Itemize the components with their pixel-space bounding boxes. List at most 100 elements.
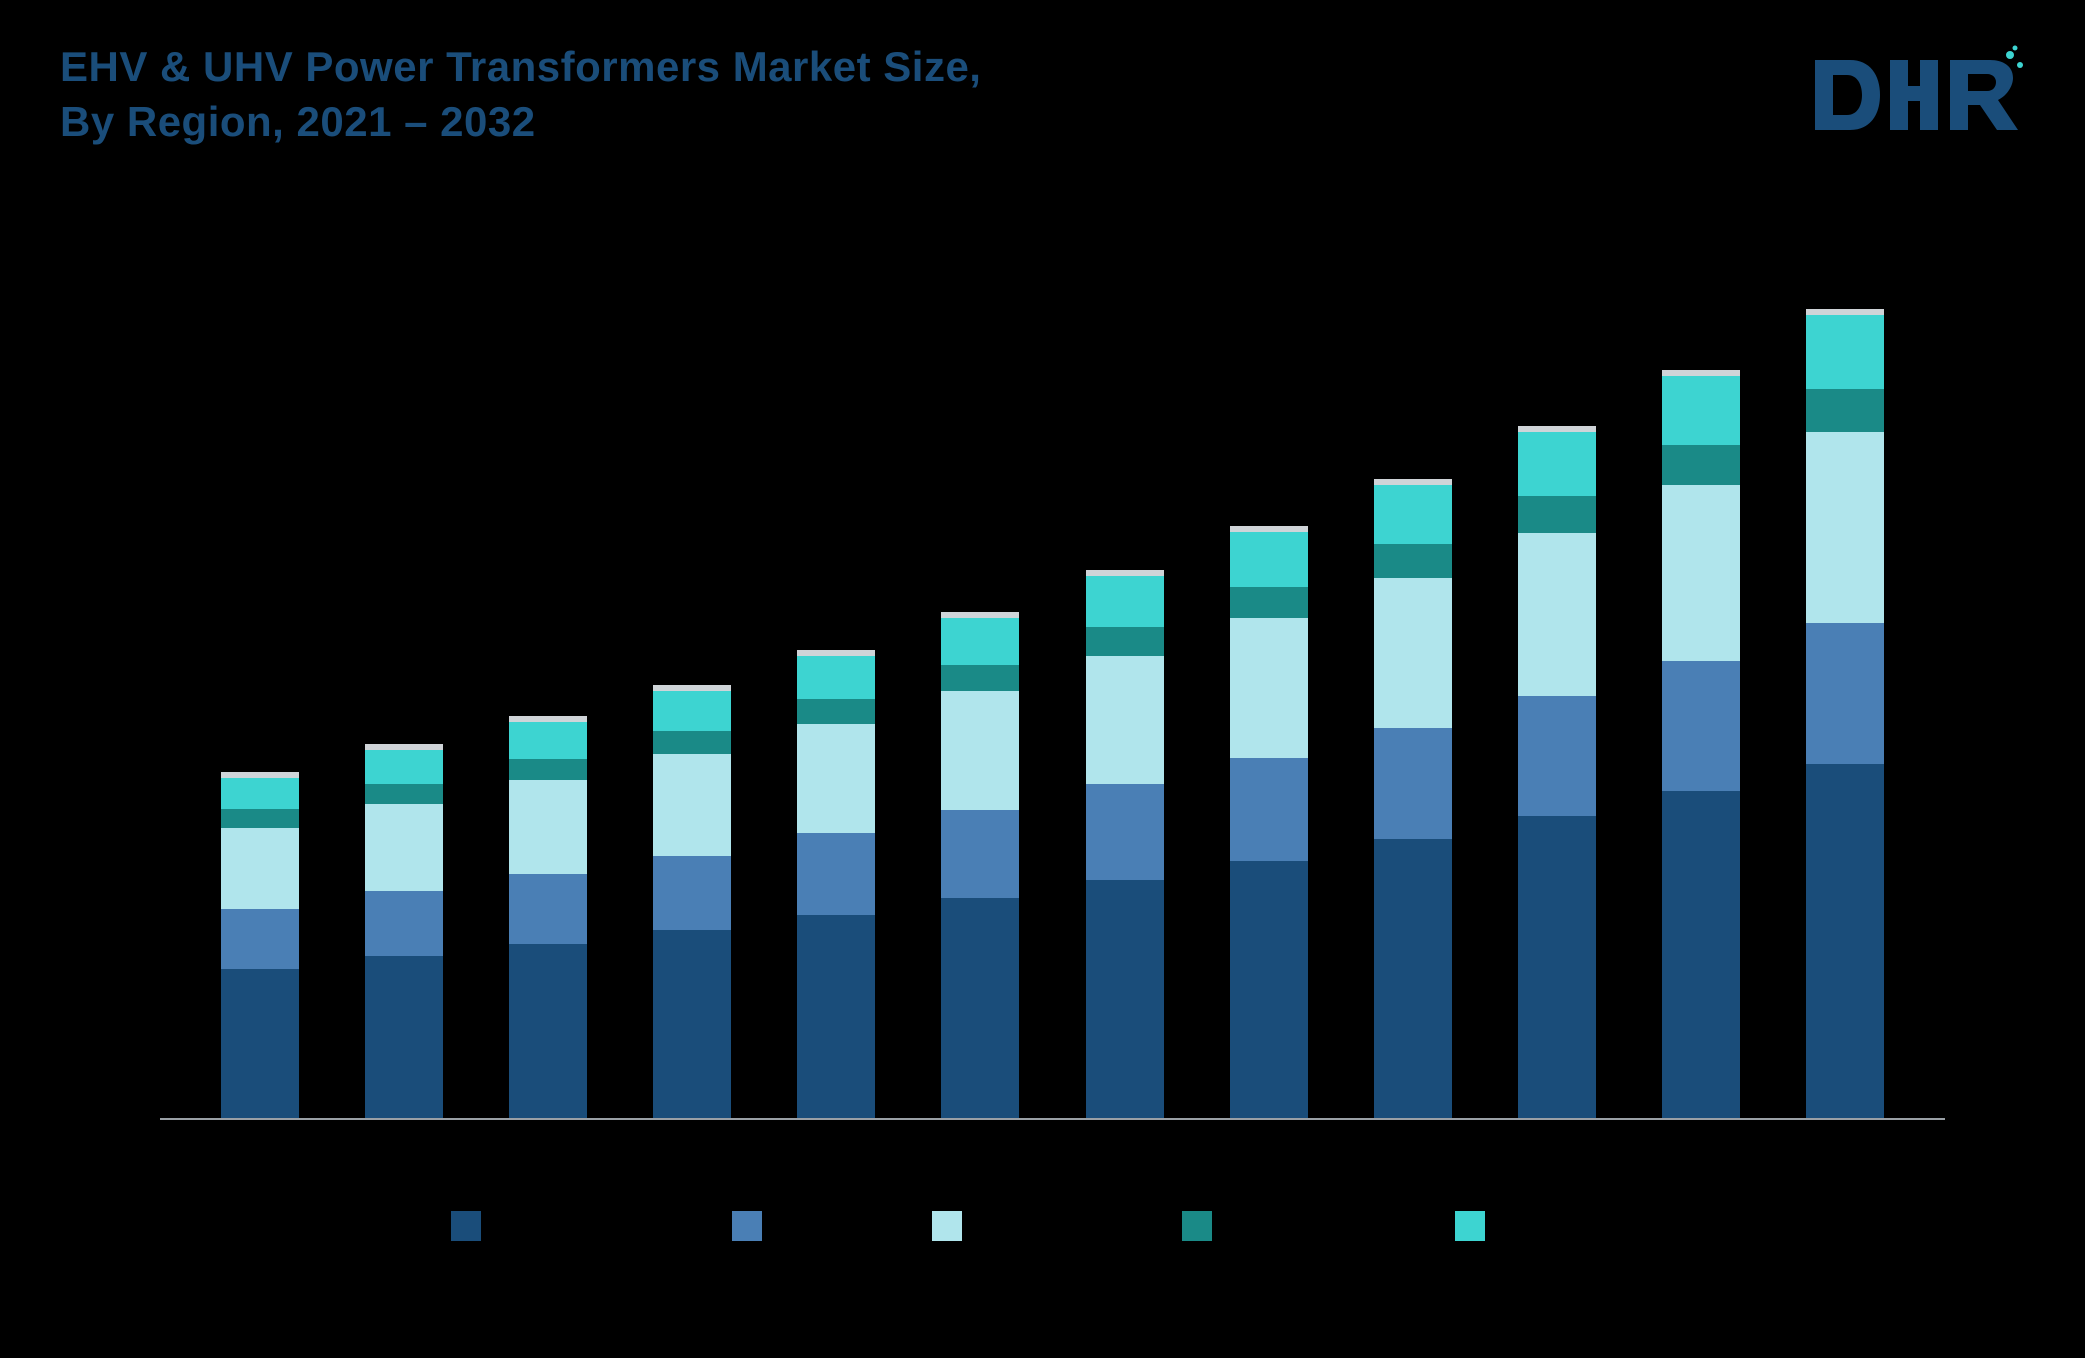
logo-icon xyxy=(1805,40,2025,150)
segment-asia_pacific xyxy=(1518,533,1596,696)
segment-mea xyxy=(653,691,731,731)
segment-latin_america xyxy=(1086,627,1164,656)
segment-latin_america xyxy=(221,809,299,827)
segment-latin_america xyxy=(797,699,875,724)
chart-title: EHV & UHV Power Transformers Market Size… xyxy=(60,40,981,149)
segment-asia_pacific xyxy=(509,780,587,874)
segment-latin_america xyxy=(1662,445,1740,485)
segment-europe xyxy=(365,891,443,956)
bar-2029 xyxy=(1374,479,1452,1118)
bar-group-2028 xyxy=(1209,526,1328,1118)
segment-asia_pacific xyxy=(365,804,443,891)
bar-group-2021 xyxy=(200,772,319,1118)
segment-europe xyxy=(1374,728,1452,839)
legend-item-north-america: North America xyxy=(451,1210,662,1241)
segment-mea xyxy=(941,618,1019,664)
segment-latin_america xyxy=(1806,389,1884,432)
segment-asia_pacific xyxy=(1086,656,1164,785)
bar-2025 xyxy=(797,650,875,1118)
legend-item-latin-america: Latin America xyxy=(1182,1210,1386,1241)
legend-label: Europe xyxy=(778,1210,862,1241)
header: EHV & UHV Power Transformers Market Size… xyxy=(60,40,2025,150)
x-label-2024: 2024 xyxy=(632,1142,751,1170)
segment-latin_america xyxy=(941,665,1019,692)
bars-container xyxy=(160,290,1945,1120)
segment-mea xyxy=(1662,376,1740,445)
x-label-2026: 2026 xyxy=(921,1142,1040,1170)
legend-label: Middle East & Africa xyxy=(1501,1210,1734,1241)
x-label-2023: 2023 xyxy=(488,1142,607,1170)
x-label-2031: 2031 xyxy=(1641,1142,1760,1170)
bar-group-2032 xyxy=(1786,309,1905,1118)
legend-swatch xyxy=(451,1211,481,1241)
segment-latin_america xyxy=(1230,587,1308,619)
segment-europe xyxy=(1518,696,1596,816)
segment-asia_pacific xyxy=(941,691,1019,810)
x-axis-labels: 2021202220232024202520262027202820292030… xyxy=(160,1142,1945,1170)
bar-group-2025 xyxy=(777,650,896,1118)
bar-group-2029 xyxy=(1353,479,1472,1118)
segment-north_america xyxy=(1374,839,1452,1118)
segment-mea xyxy=(1374,485,1452,544)
bar-2028 xyxy=(1230,526,1308,1118)
segment-asia_pacific xyxy=(1806,432,1884,623)
segment-north_america xyxy=(1662,791,1740,1118)
segment-europe xyxy=(221,909,299,969)
title-line-2: By Region, 2021 – 2032 xyxy=(60,95,981,150)
segment-mea xyxy=(509,722,587,759)
legend-item-middle-east-africa: Middle East & Africa xyxy=(1455,1210,1734,1241)
segment-asia_pacific xyxy=(653,754,731,855)
segment-latin_america xyxy=(653,731,731,754)
source-attribution: Source: Secondary Research, Primary Rese… xyxy=(1408,1302,2025,1328)
segment-latin_america xyxy=(1518,496,1596,533)
segment-mea xyxy=(1518,432,1596,496)
bar-group-2026 xyxy=(921,612,1040,1118)
segment-europe xyxy=(941,810,1019,898)
bar-group-2027 xyxy=(1065,570,1184,1118)
legend-label: North America xyxy=(497,1210,662,1241)
segment-latin_america xyxy=(509,759,587,781)
segment-north_america xyxy=(653,930,731,1118)
bar-group-2024 xyxy=(632,685,751,1118)
segment-asia_pacific xyxy=(1662,485,1740,661)
segment-asia_pacific xyxy=(1374,578,1452,728)
segment-europe xyxy=(1806,623,1884,764)
segment-mea xyxy=(1806,315,1884,390)
x-label-2032: 2032 xyxy=(1786,1142,1905,1170)
segment-europe xyxy=(1662,661,1740,791)
bar-2021 xyxy=(221,772,299,1118)
segment-europe xyxy=(1086,784,1164,879)
segment-europe xyxy=(1230,758,1308,861)
legend-swatch xyxy=(1455,1211,1485,1241)
title-line-1: EHV & UHV Power Transformers Market Size… xyxy=(60,40,981,95)
segment-north_america xyxy=(365,956,443,1118)
legend-swatch xyxy=(732,1211,762,1241)
segment-mea xyxy=(1230,532,1308,587)
segment-north_america xyxy=(1230,861,1308,1118)
x-label-2028: 2028 xyxy=(1209,1142,1328,1170)
legend-item-asia-pacific: Asia Pacific xyxy=(932,1210,1112,1241)
segment-europe xyxy=(797,833,875,914)
segment-north_america xyxy=(797,915,875,1118)
bar-2031 xyxy=(1662,370,1740,1118)
segment-mea xyxy=(797,656,875,699)
bar-group-2023 xyxy=(488,716,607,1118)
x-label-2029: 2029 xyxy=(1353,1142,1472,1170)
segment-mea xyxy=(1086,576,1164,627)
segment-latin_america xyxy=(1374,544,1452,578)
x-label-2022: 2022 xyxy=(344,1142,463,1170)
chart-area: 2021202220232024202520262027202820292030… xyxy=(160,230,1945,1180)
legend-swatch xyxy=(932,1211,962,1241)
segment-asia_pacific xyxy=(797,724,875,834)
x-label-2030: 2030 xyxy=(1497,1142,1616,1170)
bar-2023 xyxy=(509,716,587,1118)
bar-2024 xyxy=(653,685,731,1118)
segment-asia_pacific xyxy=(1230,618,1308,757)
segment-north_america xyxy=(221,969,299,1118)
bar-2026 xyxy=(941,612,1019,1118)
segment-europe xyxy=(653,856,731,931)
x-label-2027: 2027 xyxy=(1065,1142,1184,1170)
segment-latin_america xyxy=(365,784,443,804)
bar-group-2031 xyxy=(1641,370,1760,1118)
bar-group-2030 xyxy=(1497,426,1616,1118)
